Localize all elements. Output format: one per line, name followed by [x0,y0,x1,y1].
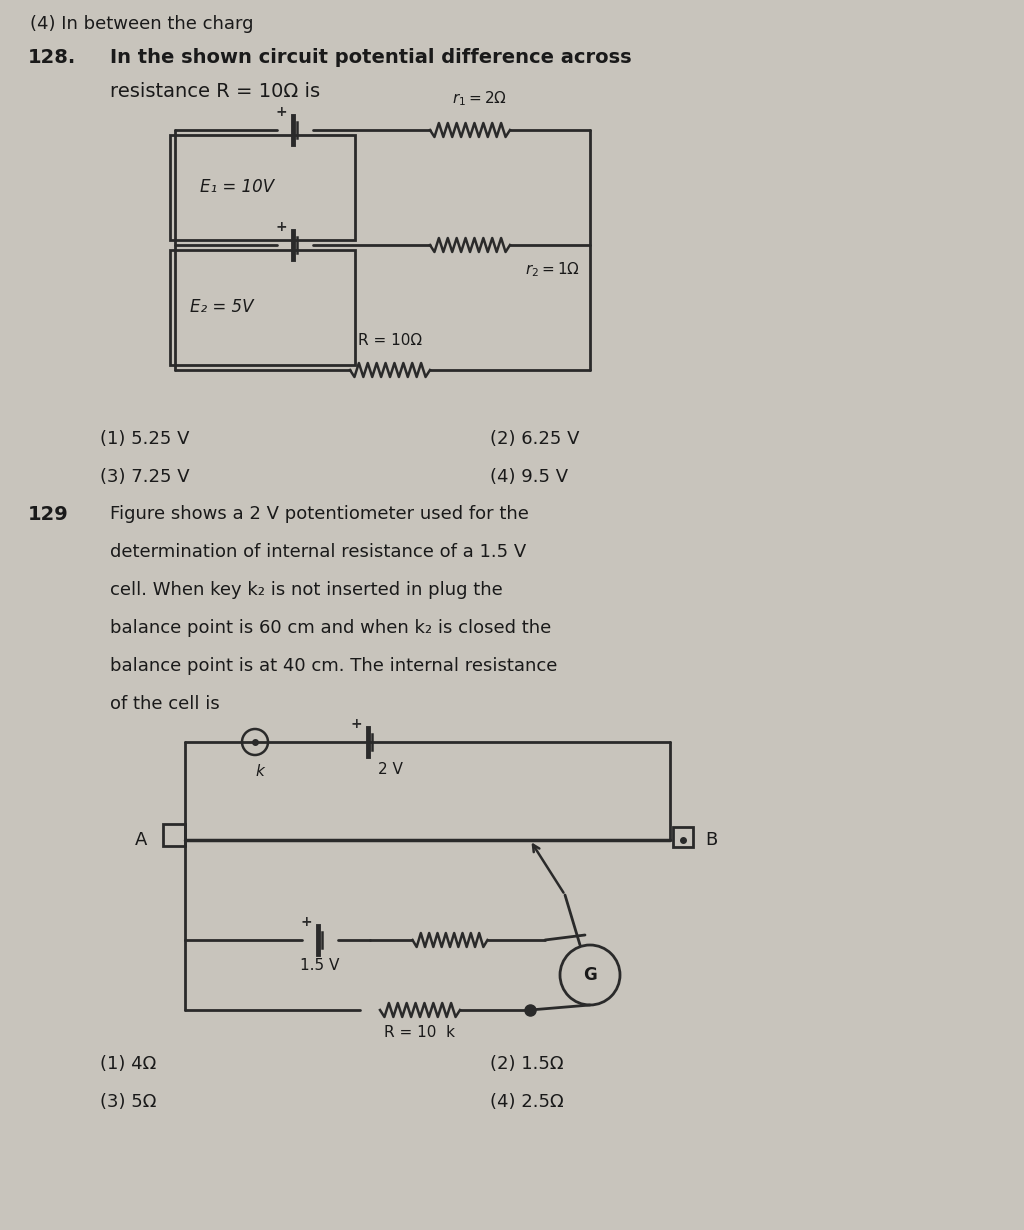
Text: A: A [134,831,147,849]
Text: determination of internal resistance of a 1.5 V: determination of internal resistance of … [110,542,526,561]
Bar [673,827,693,847]
Text: k: k [256,764,264,779]
Text: +: + [275,105,287,119]
Text: 2 V: 2 V [378,763,402,777]
Text: +: + [300,915,312,929]
Text: (4) 9.5 V: (4) 9.5 V [490,467,568,486]
Bar [170,250,355,365]
Text: of the cell is: of the cell is [110,695,220,713]
Text: E₂ = 5V: E₂ = 5V [190,299,254,316]
Text: G: G [583,966,597,984]
Text: (1) 5.25 V: (1) 5.25 V [100,430,189,448]
Text: +: + [275,220,287,234]
Bar [163,824,185,846]
Text: E₁ = 10V: E₁ = 10V [200,178,274,197]
Text: +: + [350,717,361,731]
Text: $r_1 = 2\Omega$: $r_1 = 2\Omega$ [453,90,508,108]
Bar [170,135,355,240]
Text: R = 10Ω: R = 10Ω [358,333,422,348]
Text: (3) 7.25 V: (3) 7.25 V [100,467,189,486]
Text: balance point is at 40 cm. The internal resistance: balance point is at 40 cm. The internal … [110,657,557,675]
Text: B: B [705,831,717,849]
Text: 1.5 V: 1.5 V [300,958,340,973]
Text: 128.: 128. [28,48,76,66]
Text: (2) 1.5Ω: (2) 1.5Ω [490,1055,563,1073]
Text: cell. When key k₂ is not inserted in plug the: cell. When key k₂ is not inserted in plu… [110,581,503,599]
Text: (2) 6.25 V: (2) 6.25 V [490,430,580,448]
Text: resistance R = 10Ω is: resistance R = 10Ω is [110,82,321,101]
Text: (1) 4Ω: (1) 4Ω [100,1055,157,1073]
Text: 129: 129 [28,506,69,524]
Text: (3) 5Ω: (3) 5Ω [100,1093,157,1111]
Text: Figure shows a 2 V potentiometer used for the: Figure shows a 2 V potentiometer used fo… [110,506,528,523]
Text: R = 10  k: R = 10 k [384,1025,456,1041]
Text: (4) In between the charg: (4) In between the charg [30,15,254,33]
Text: (4) 2.5Ω: (4) 2.5Ω [490,1093,563,1111]
Text: In the shown circuit potential difference across: In the shown circuit potential differenc… [110,48,632,66]
Text: $r_2 = 1\Omega$: $r_2 = 1\Omega$ [525,260,580,279]
Text: balance point is 60 cm and when k₂ is closed the: balance point is 60 cm and when k₂ is cl… [110,619,551,637]
